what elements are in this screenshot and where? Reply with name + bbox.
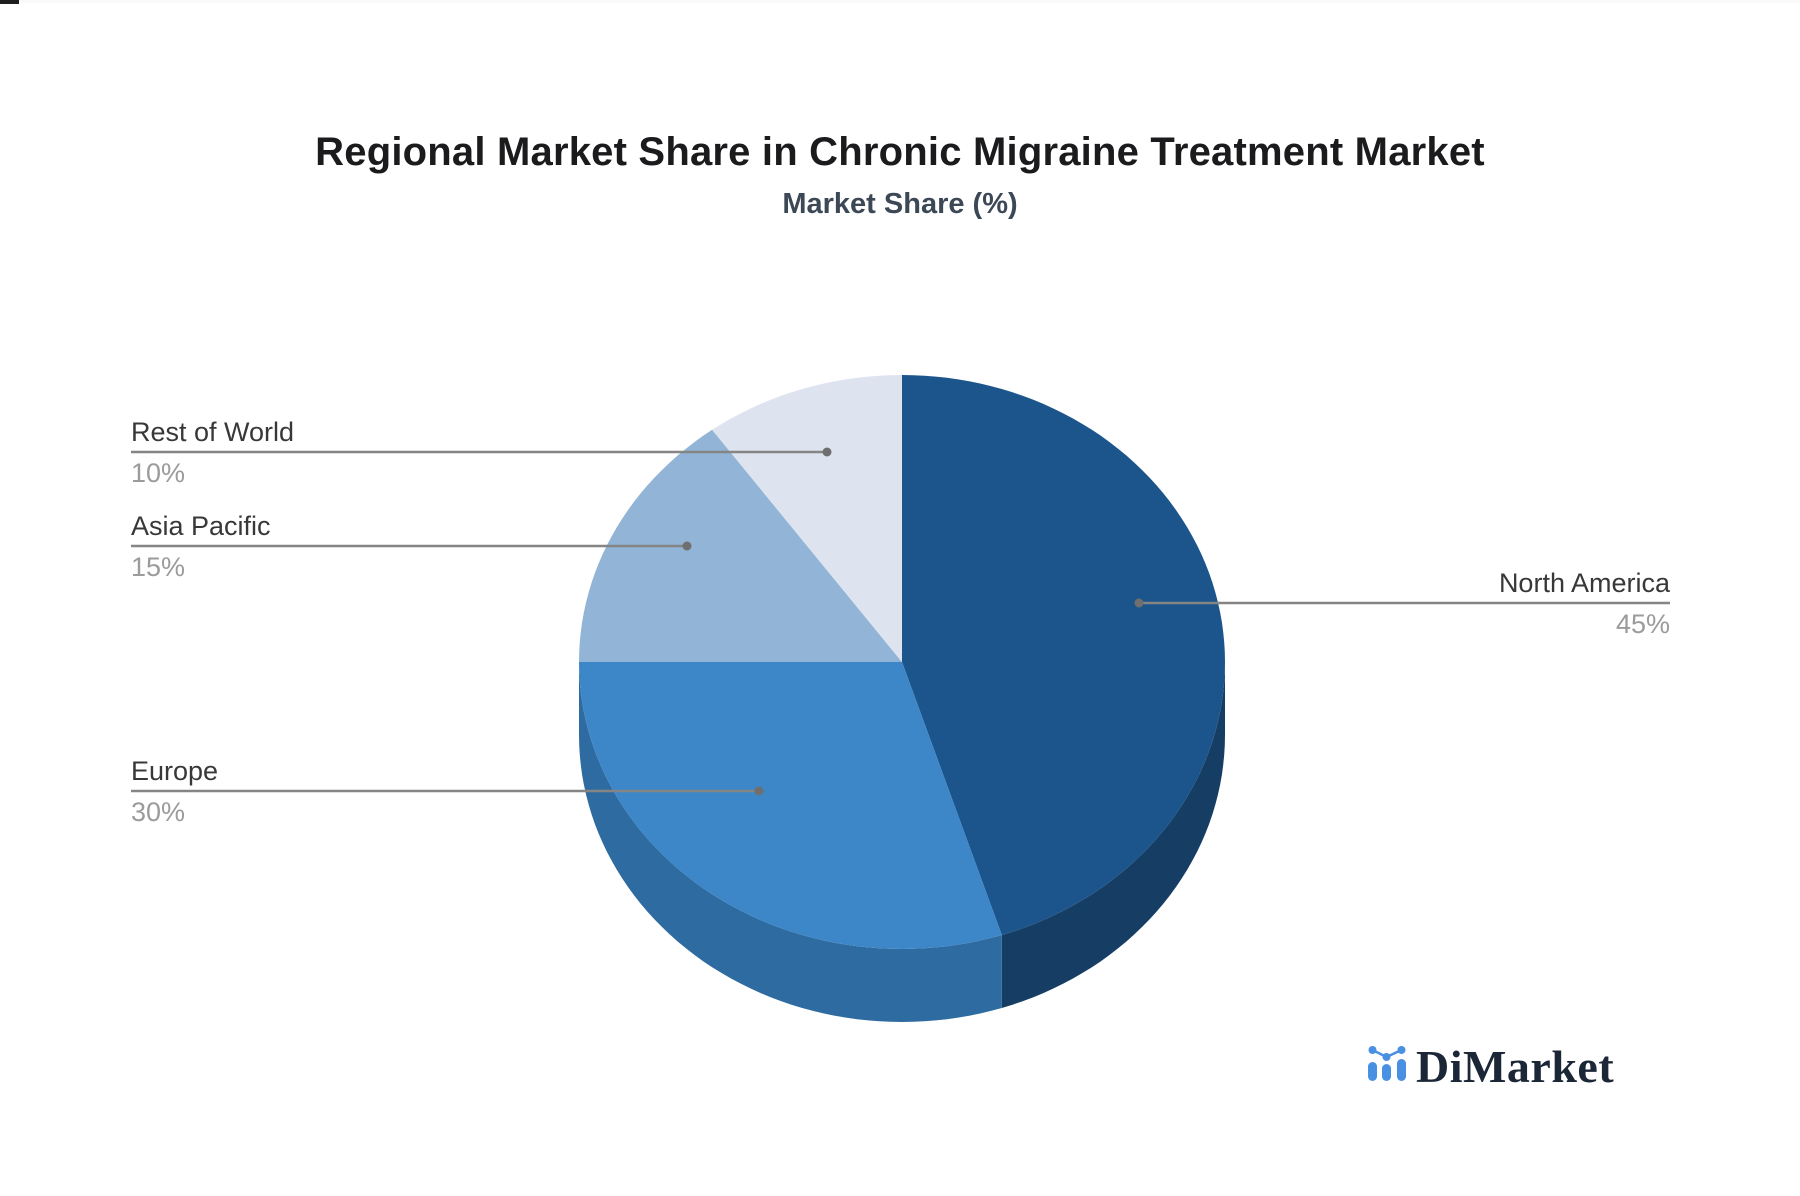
label-asia-pacific: Asia Pacific [131,511,271,541]
bar-chart-logo-icon [1368,1046,1406,1081]
top-edge-strip [0,0,1800,3]
pie-slice-side-north-america [1001,662,1225,1008]
brand-logo-text: DiMarket [1416,1041,1615,1092]
value-north-america: 45% [1615,609,1670,639]
chart-title: Regional Market Share in Chronic Migrain… [315,130,1485,174]
pie-slice-rest-of-world [712,375,902,662]
pie-slice-north-america [902,375,1225,935]
leader-dot-europe [754,786,764,796]
top-left-edge-tick [0,0,19,4]
pie-slice-asia-pacific [579,429,902,662]
label-north-america: North America [1498,568,1670,598]
value-rest-of-world: 10% [131,458,186,488]
pie-slice-side-europe [579,662,1002,1022]
value-europe: 30% [131,797,186,827]
brand-logo: DiMarket [1366,1044,1614,1090]
label-europe: Europe [131,756,219,786]
leader-dot-north-america [1134,598,1144,608]
value-asia-pacific: 15% [131,552,186,582]
pie-slice-europe [579,662,1002,949]
leader-dot-asia-pacific [682,541,692,551]
label-rest-of-world: Rest of World [131,417,295,447]
leader-dot-rest-of-world [822,447,832,457]
chart-subtitle: Market Share (%) [782,188,1018,220]
